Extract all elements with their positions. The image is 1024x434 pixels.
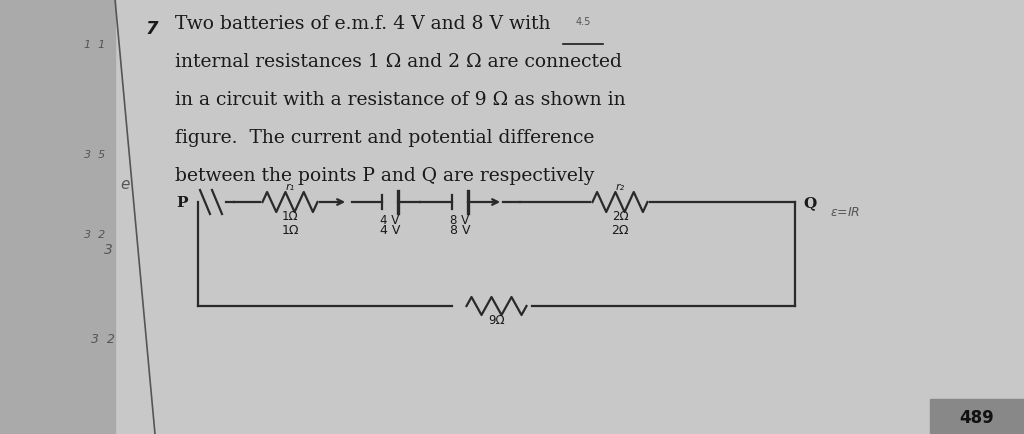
Text: P: P xyxy=(176,196,188,210)
Text: $\varepsilon$=IR: $\varepsilon$=IR xyxy=(830,206,860,219)
Text: Two batteries of e.m.f. 4 V and 8 V with: Two batteries of e.m.f. 4 V and 8 V with xyxy=(175,15,551,33)
Text: 3  2: 3 2 xyxy=(91,333,115,346)
Text: 7: 7 xyxy=(145,20,159,38)
Bar xyxy=(930,399,1024,434)
Text: in a circuit with a resistance of 9 Ω as shown in: in a circuit with a resistance of 9 Ω as… xyxy=(175,91,626,109)
Text: 1Ω: 1Ω xyxy=(282,224,299,237)
Text: e: e xyxy=(120,177,130,192)
Text: 1Ω: 1Ω xyxy=(282,210,298,223)
Text: 4.5: 4.5 xyxy=(575,17,591,27)
Text: r₂: r₂ xyxy=(615,181,625,191)
Text: 8 V: 8 V xyxy=(451,214,470,227)
Text: between the points P and Q are respectively: between the points P and Q are respectiv… xyxy=(175,167,594,184)
Text: 3  2: 3 2 xyxy=(84,230,105,240)
Text: 2Ω: 2Ω xyxy=(611,210,629,223)
Text: 489: 489 xyxy=(959,408,994,426)
Text: 2Ω: 2Ω xyxy=(611,224,629,237)
Bar xyxy=(0,0,115,434)
Text: 9Ω: 9Ω xyxy=(488,314,505,327)
Text: 1  1: 1 1 xyxy=(84,40,105,50)
Text: 4 V: 4 V xyxy=(380,224,400,237)
Text: figure.  The current and potential difference: figure. The current and potential differ… xyxy=(175,129,594,147)
Text: 4 V: 4 V xyxy=(380,214,399,227)
Text: Q: Q xyxy=(803,196,816,210)
Text: 3: 3 xyxy=(103,243,113,256)
Text: r₁: r₁ xyxy=(286,181,295,191)
Text: 3  5: 3 5 xyxy=(84,150,105,160)
Text: internal resistances 1 Ω and 2 Ω are connected: internal resistances 1 Ω and 2 Ω are con… xyxy=(175,53,622,71)
Text: 8 V: 8 V xyxy=(450,224,470,237)
